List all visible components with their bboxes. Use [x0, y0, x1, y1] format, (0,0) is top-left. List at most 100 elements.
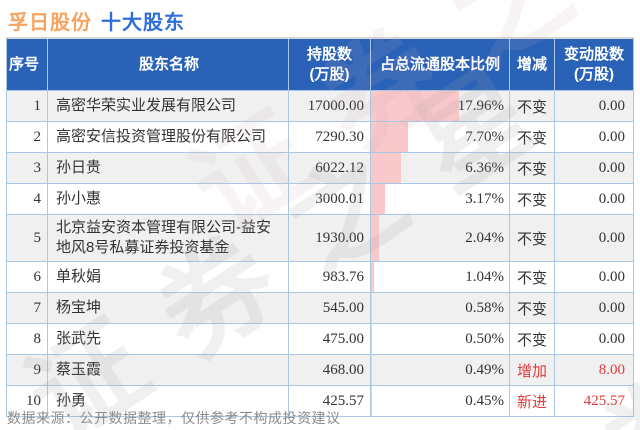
- row-change-shares: 425.57: [583, 392, 625, 409]
- row-change-flag: 不变: [510, 184, 555, 214]
- row-index: 7: [7, 293, 48, 323]
- row-change-flag: 不变: [510, 262, 555, 292]
- row-shareholder-name: 单秋娟: [48, 262, 289, 292]
- row-ratio-value: 6.36%: [465, 159, 504, 176]
- table-row: 10 孙勇 425.57 0.45% 新进 425.57: [7, 385, 633, 416]
- row-change-shares: 8.00: [598, 361, 625, 378]
- row-index: 10: [7, 386, 48, 416]
- stock-name: 孚日股份: [8, 12, 92, 34]
- row-index: 3: [7, 153, 48, 183]
- row-shareholder-name: 高密华荣实业发展有限公司: [48, 91, 289, 121]
- table-row: 4 孙小惠 3000.01 3.17% 不变 0.00: [7, 183, 633, 214]
- row-change-shares: 0.00: [598, 128, 625, 145]
- row-change-flag: 不变: [510, 91, 555, 121]
- row-change-shares: 0.00: [598, 159, 625, 176]
- row-change-flag: 增加: [510, 355, 555, 385]
- ratio-bar: [371, 262, 375, 292]
- row-shares-held: 468.00: [289, 355, 371, 385]
- ratio-bar: [371, 184, 385, 214]
- row-ratio-cell: 17.96%: [371, 91, 510, 121]
- row-index: 5: [7, 215, 48, 261]
- row-change-flag: 不变: [510, 153, 555, 183]
- table-row: 6 单秋娟 983.76 1.04% 不变 0.00: [7, 261, 633, 292]
- row-shares-held: 475.00: [289, 324, 371, 354]
- row-ratio-cell: 1.04%: [371, 262, 510, 292]
- table-row: 5 北京益安资本管理有限公司-益安地风8号私募证券投资基金 1930.00 2.…: [7, 214, 633, 261]
- row-change-shares: 0.00: [598, 97, 625, 114]
- row-ratio-value: 0.49%: [465, 361, 504, 378]
- row-index: 6: [7, 262, 48, 292]
- row-ratio-cell: 6.36%: [371, 153, 510, 183]
- row-shares-held: 1930.00: [289, 215, 371, 261]
- row-ratio-value: 17.96%: [457, 97, 504, 114]
- header-change: 增减: [510, 39, 555, 90]
- page-title: 孚日股份 十大股东: [8, 6, 185, 35]
- row-shares-held: 6022.12: [289, 153, 371, 183]
- row-ratio-value: 3.17%: [465, 190, 504, 207]
- holders-table: 序号 股东名称 持股数 (万股) 占总流通股本比例 增减 变动股数 (万股) 1 高…: [6, 37, 634, 417]
- row-change-flag: 新进: [510, 386, 555, 416]
- row-index: 8: [7, 324, 48, 354]
- row-shareholder-name: 北京益安资本管理有限公司-益安地风8号私募证券投资基金: [48, 215, 289, 261]
- row-ratio-cell: 0.45%: [371, 386, 510, 416]
- row-ratio-value: 2.04%: [465, 229, 504, 246]
- table-body: 1 高密华荣实业发展有限公司 17000.00 17.96% 不变 0.00 2…: [7, 90, 633, 416]
- row-ratio-cell: 0.58%: [371, 293, 510, 323]
- row-ratio-value: 0.58%: [465, 299, 504, 316]
- row-ratio-cell: 0.49%: [371, 355, 510, 385]
- header-ratio: 占总流通股本比例: [371, 39, 510, 90]
- row-shareholder-name: 孙小惠: [48, 184, 289, 214]
- row-shareholder-name: 孙日贵: [48, 153, 289, 183]
- table-row: 8 张武先 475.00 0.50% 不变 0.00: [7, 323, 633, 354]
- table-row: 2 高密安信投资管理股份有限公司 7290.30 7.70% 不变 0.00: [7, 121, 633, 152]
- row-ratio-cell: 3.17%: [371, 184, 510, 214]
- title-suffix: 十大股东: [101, 12, 185, 34]
- row-shares-held: 425.57: [289, 386, 371, 416]
- row-index: 1: [7, 91, 48, 121]
- ratio-bar: [371, 153, 401, 183]
- table-row: 1 高密华荣实业发展有限公司 17000.00 17.96% 不变 0.00: [7, 90, 633, 121]
- data-source-note: 数据来源：公开数据整理，仅供参考不构成投资建议: [7, 410, 341, 426]
- row-change-shares: 0.00: [598, 229, 625, 246]
- ratio-bar: [371, 122, 408, 152]
- table-row: 3 孙日贵 6022.12 6.36% 不变 0.00: [7, 152, 633, 183]
- row-change-shares: 0.00: [598, 190, 625, 207]
- row-change-flag: 不变: [510, 324, 555, 354]
- header-shares: 持股数 (万股): [289, 39, 371, 90]
- row-ratio-value: 0.50%: [465, 330, 504, 347]
- row-ratio-value: 7.70%: [465, 128, 504, 145]
- row-ratio-cell: 7.70%: [371, 122, 510, 152]
- row-ratio-value: 0.45%: [465, 392, 504, 409]
- header-index: 序号: [7, 39, 48, 90]
- row-change-flag: 不变: [510, 215, 555, 261]
- ratio-bar: [371, 91, 459, 121]
- row-shares-held: 545.00: [289, 293, 371, 323]
- ratio-bar: [371, 386, 372, 416]
- row-change-flag: 不变: [510, 293, 555, 323]
- table-row: 7 杨宝坤 545.00 0.58% 不变 0.00: [7, 292, 633, 323]
- row-shareholder-name: 张武先: [48, 324, 289, 354]
- row-index: 9: [7, 355, 48, 385]
- table-header-row: 序号 股东名称 持股数 (万股) 占总流通股本比例 增减 变动股数 (万股): [7, 39, 633, 90]
- row-shareholder-name: 蔡玉霞: [48, 355, 289, 385]
- row-ratio-value: 1.04%: [465, 268, 504, 285]
- table-row: 9 蔡玉霞 468.00 0.49% 增加 8.00: [7, 354, 633, 385]
- row-shares-held: 983.76: [289, 262, 371, 292]
- header-name: 股东名称: [48, 39, 289, 90]
- row-shares-held: 3000.01: [289, 184, 371, 214]
- row-index: 2: [7, 122, 48, 152]
- row-change-flag: 不变: [510, 122, 555, 152]
- row-ratio-cell: 2.04%: [371, 215, 510, 261]
- ratio-bar: [371, 293, 372, 323]
- header-change-shares: 变动股数 (万股): [563, 45, 624, 83]
- row-change-shares: 0.00: [598, 268, 625, 285]
- row-ratio-cell: 0.50%: [371, 324, 510, 354]
- row-shareholder-name: 高密安信投资管理股份有限公司: [48, 122, 289, 152]
- row-change-shares: 0.00: [598, 299, 625, 316]
- row-shares-held: 7290.30: [289, 122, 371, 152]
- ratio-bar: [371, 355, 372, 385]
- row-change-shares: 0.00: [598, 330, 625, 347]
- row-index: 4: [7, 184, 48, 214]
- ratio-bar: [371, 324, 372, 354]
- row-shareholder-name: 杨宝坤: [48, 293, 289, 323]
